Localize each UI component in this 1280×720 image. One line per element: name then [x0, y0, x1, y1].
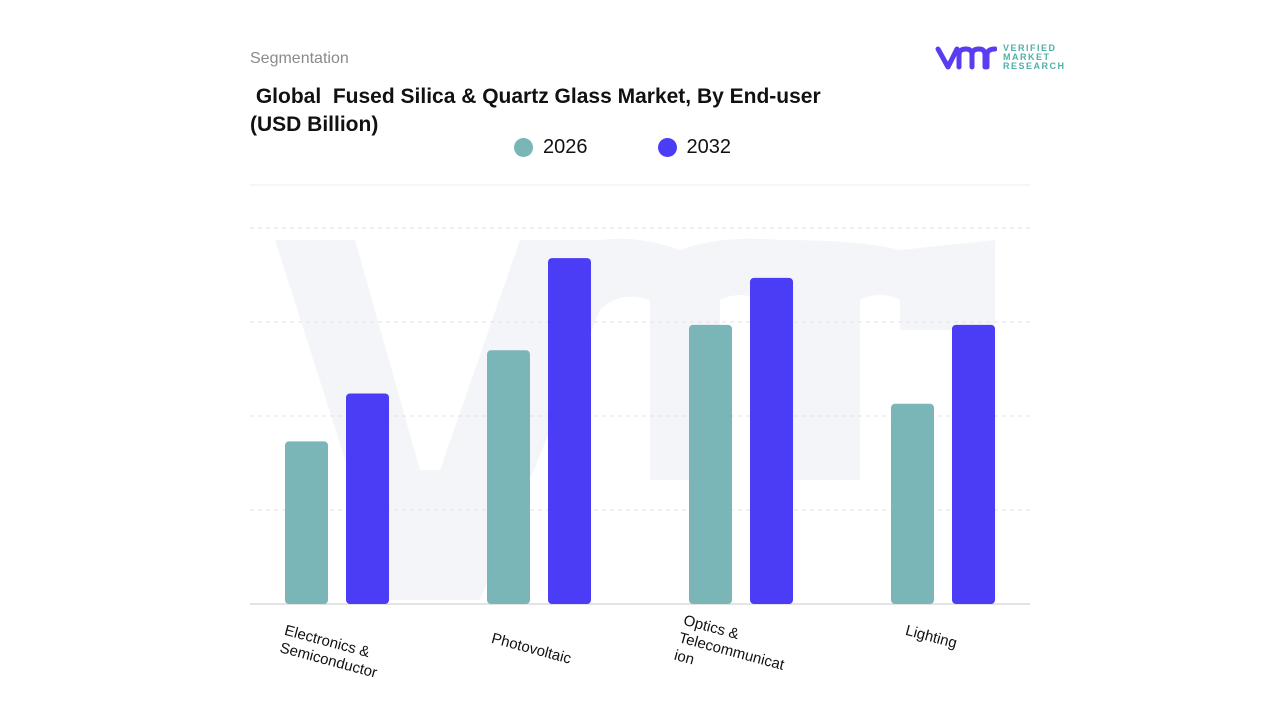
bar-2032-0[interactable] — [346, 393, 389, 604]
bar-2032-1[interactable] — [548, 258, 591, 604]
bar-2032-2[interactable] — [750, 277, 793, 604]
bar-2026-2[interactable] — [689, 324, 732, 604]
vmr-logo: VERIFIED MARKET RESEARCH — [935, 44, 1066, 71]
section-label: Segmentation — [250, 50, 349, 67]
bar-2026-3[interactable] — [891, 403, 934, 604]
legend: 2026 2032 — [514, 136, 731, 159]
bar-2032-3[interactable] — [952, 324, 995, 604]
legend-label: 2026 — [543, 136, 588, 158]
legend-item-2026[interactable]: 2026 — [514, 136, 588, 159]
logo-line: VERIFIED — [1003, 43, 1057, 53]
legend-marker-2026 — [514, 138, 533, 157]
chart-title: Global Fused Silica & Quartz Glass Marke… — [250, 85, 821, 136]
legend-label: 2032 — [686, 136, 732, 158]
logo-line: MARKET — [1003, 52, 1051, 62]
bar-2026-1[interactable] — [487, 350, 530, 604]
bar-2026-0[interactable] — [285, 441, 328, 604]
vmr-logo-icon — [935, 46, 997, 69]
watermark — [275, 238, 995, 600]
logo-line: RESEARCH — [1003, 61, 1066, 71]
legend-item-2032[interactable]: 2032 — [657, 136, 732, 159]
legend-marker-2032 — [657, 138, 677, 157]
